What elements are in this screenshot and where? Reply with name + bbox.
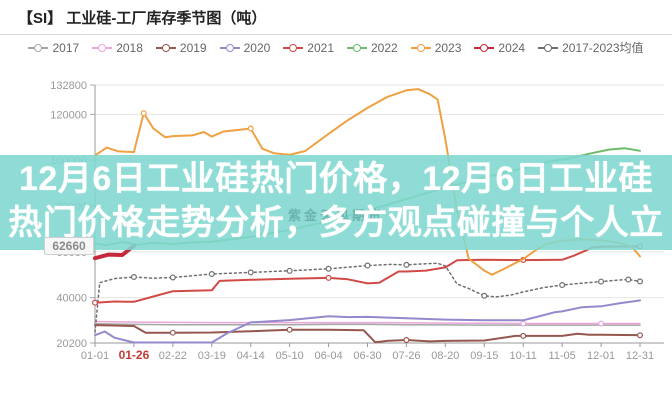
data-point-marker-2017-2023均值 bbox=[559, 282, 566, 289]
data-point-marker-2017-2023均值 bbox=[286, 267, 293, 274]
legend-label: 2024 bbox=[498, 40, 526, 55]
legend-line-circle-icon bbox=[155, 43, 176, 52]
headline-line-1: 12月6日工业硅热门价格，12月6日工业硅 bbox=[19, 160, 653, 198]
x-axis-label: 06-30 bbox=[353, 350, 381, 362]
data-point-marker-2018 bbox=[598, 320, 605, 327]
legend-line-circle-icon bbox=[538, 43, 559, 52]
title-divider bbox=[0, 34, 672, 35]
x-axis-label-selected: 01-26 bbox=[119, 348, 150, 362]
legend-label: 2017 bbox=[52, 40, 80, 55]
x-axis-label: 01-01 bbox=[81, 350, 109, 362]
headline-overlay-banner: 紫金天风期货 12月6日工业硅热门价格，12月6日工业硅 热门价格走势分析，多方… bbox=[0, 155, 672, 250]
legend-label: 2017-2023均值 bbox=[562, 41, 644, 55]
x-axis-label: 12-31 bbox=[626, 350, 654, 362]
data-point-marker-2017-2023均值 bbox=[325, 265, 332, 272]
legend-label: 2019 bbox=[179, 40, 207, 55]
x-axis-label: 07-26 bbox=[392, 350, 420, 362]
x-axis-label: 03-19 bbox=[198, 350, 226, 362]
series-line-2024 bbox=[93, 243, 136, 261]
x-axis-label: 12-01 bbox=[587, 350, 615, 362]
legend-label: 2023 bbox=[434, 40, 462, 55]
legend-line-circle-icon bbox=[474, 43, 495, 52]
data-point-marker-2017-2023均值 bbox=[130, 274, 137, 281]
x-axis-label: 05-10 bbox=[276, 350, 304, 362]
data-point-marker-2017-2023均值 bbox=[598, 278, 605, 285]
series-line-2018 bbox=[94, 320, 641, 325]
data-point-marker-2017-2023均值 bbox=[208, 271, 215, 278]
headline-line-2: 热门价格走势分析，多方观点碰撞与个人立 bbox=[8, 204, 664, 242]
data-point-marker-2017-2023均值 bbox=[481, 292, 488, 299]
x-axis-label: 10-11 bbox=[510, 350, 537, 362]
legend-label: 2022 bbox=[371, 40, 398, 55]
x-axis-label: 09-15 bbox=[470, 350, 498, 362]
data-point-marker-2023 bbox=[140, 110, 147, 117]
data-point-marker-2019 bbox=[520, 332, 527, 339]
legend-item-2024[interactable]: 2024 bbox=[474, 41, 525, 55]
y-axis-label: 20200 bbox=[56, 338, 87, 350]
legend-item-2018[interactable]: 2018 bbox=[92, 41, 143, 55]
y-axis-label: 132800 bbox=[50, 80, 87, 92]
data-point-marker-2017-2023均值 bbox=[636, 278, 643, 285]
data-point-marker-2019 bbox=[636, 332, 643, 339]
legend-item-2021[interactable]: 2021 bbox=[283, 41, 334, 55]
legend-label: 2018 bbox=[116, 40, 143, 55]
legend-line-circle-icon bbox=[219, 43, 240, 52]
data-point-marker-2017-2023均值 bbox=[364, 262, 371, 269]
series-line-2020 bbox=[94, 299, 641, 344]
x-axis-label: 06-04 bbox=[315, 350, 343, 362]
data-point-marker-2023 bbox=[247, 125, 254, 132]
legend-line-circle-icon bbox=[92, 43, 113, 52]
data-point-marker-2017-2023均值 bbox=[169, 274, 176, 281]
latest-value-axis-badge: 62660 bbox=[44, 237, 94, 255]
data-point-marker-2017-2023均值 bbox=[403, 261, 410, 268]
legend-line-circle-icon bbox=[410, 43, 431, 52]
data-point-marker-2019 bbox=[286, 326, 293, 333]
legend-item-2020[interactable]: 2020 bbox=[219, 40, 271, 55]
data-point-marker-2019 bbox=[169, 329, 176, 336]
data-point-marker-2019 bbox=[403, 337, 410, 344]
x-axis-label: 08-20 bbox=[431, 350, 459, 362]
chart-legend: 2017 2018 2019 2020 2021 2022 2023 2024 2017-202… bbox=[0, 39, 672, 56]
legend-item-2017[interactable]: 2017 bbox=[28, 41, 79, 55]
legend-line-circle-icon bbox=[28, 43, 49, 52]
series-line-2017 bbox=[94, 323, 641, 326]
page-title: 【SI】 工业硅-工厂库存季节图（吨） bbox=[18, 10, 267, 27]
legend-line-circle-icon bbox=[283, 43, 304, 52]
x-axis-label: 02-22 bbox=[159, 350, 187, 362]
data-point-marker-2017-2023均值 bbox=[625, 276, 632, 283]
legend-item-2019[interactable]: 2019 bbox=[155, 40, 207, 55]
y-axis-label: 120000 bbox=[50, 109, 87, 121]
data-point-marker-2021 bbox=[325, 274, 332, 281]
watermark-text: 紫金天风期货 bbox=[287, 208, 384, 223]
data-point-marker-2021 bbox=[91, 299, 98, 306]
x-axis-label: 11-05 bbox=[548, 350, 575, 362]
x-axis-label: 04-14 bbox=[237, 350, 265, 362]
series-line-2019 bbox=[94, 324, 641, 344]
series-line-2021 bbox=[94, 245, 641, 304]
legend-item-2022[interactable]: 2022 bbox=[347, 41, 398, 55]
data-point-marker-2017-2023均值 bbox=[247, 269, 254, 276]
x-label-highlight-bg bbox=[114, 348, 153, 362]
series-line-2017-2023均值 bbox=[94, 262, 641, 333]
legend-label: 2021 bbox=[307, 40, 334, 55]
y-axis-label: 40000 bbox=[56, 293, 87, 305]
data-point-marker-2018 bbox=[520, 320, 527, 327]
legend-label: 2020 bbox=[243, 40, 271, 55]
legend-item-2017-2023均值[interactable]: 2017-2023均值 bbox=[538, 39, 644, 56]
legend-item-2023[interactable]: 2023 bbox=[410, 40, 462, 55]
legend-line-circle-icon bbox=[347, 43, 367, 52]
